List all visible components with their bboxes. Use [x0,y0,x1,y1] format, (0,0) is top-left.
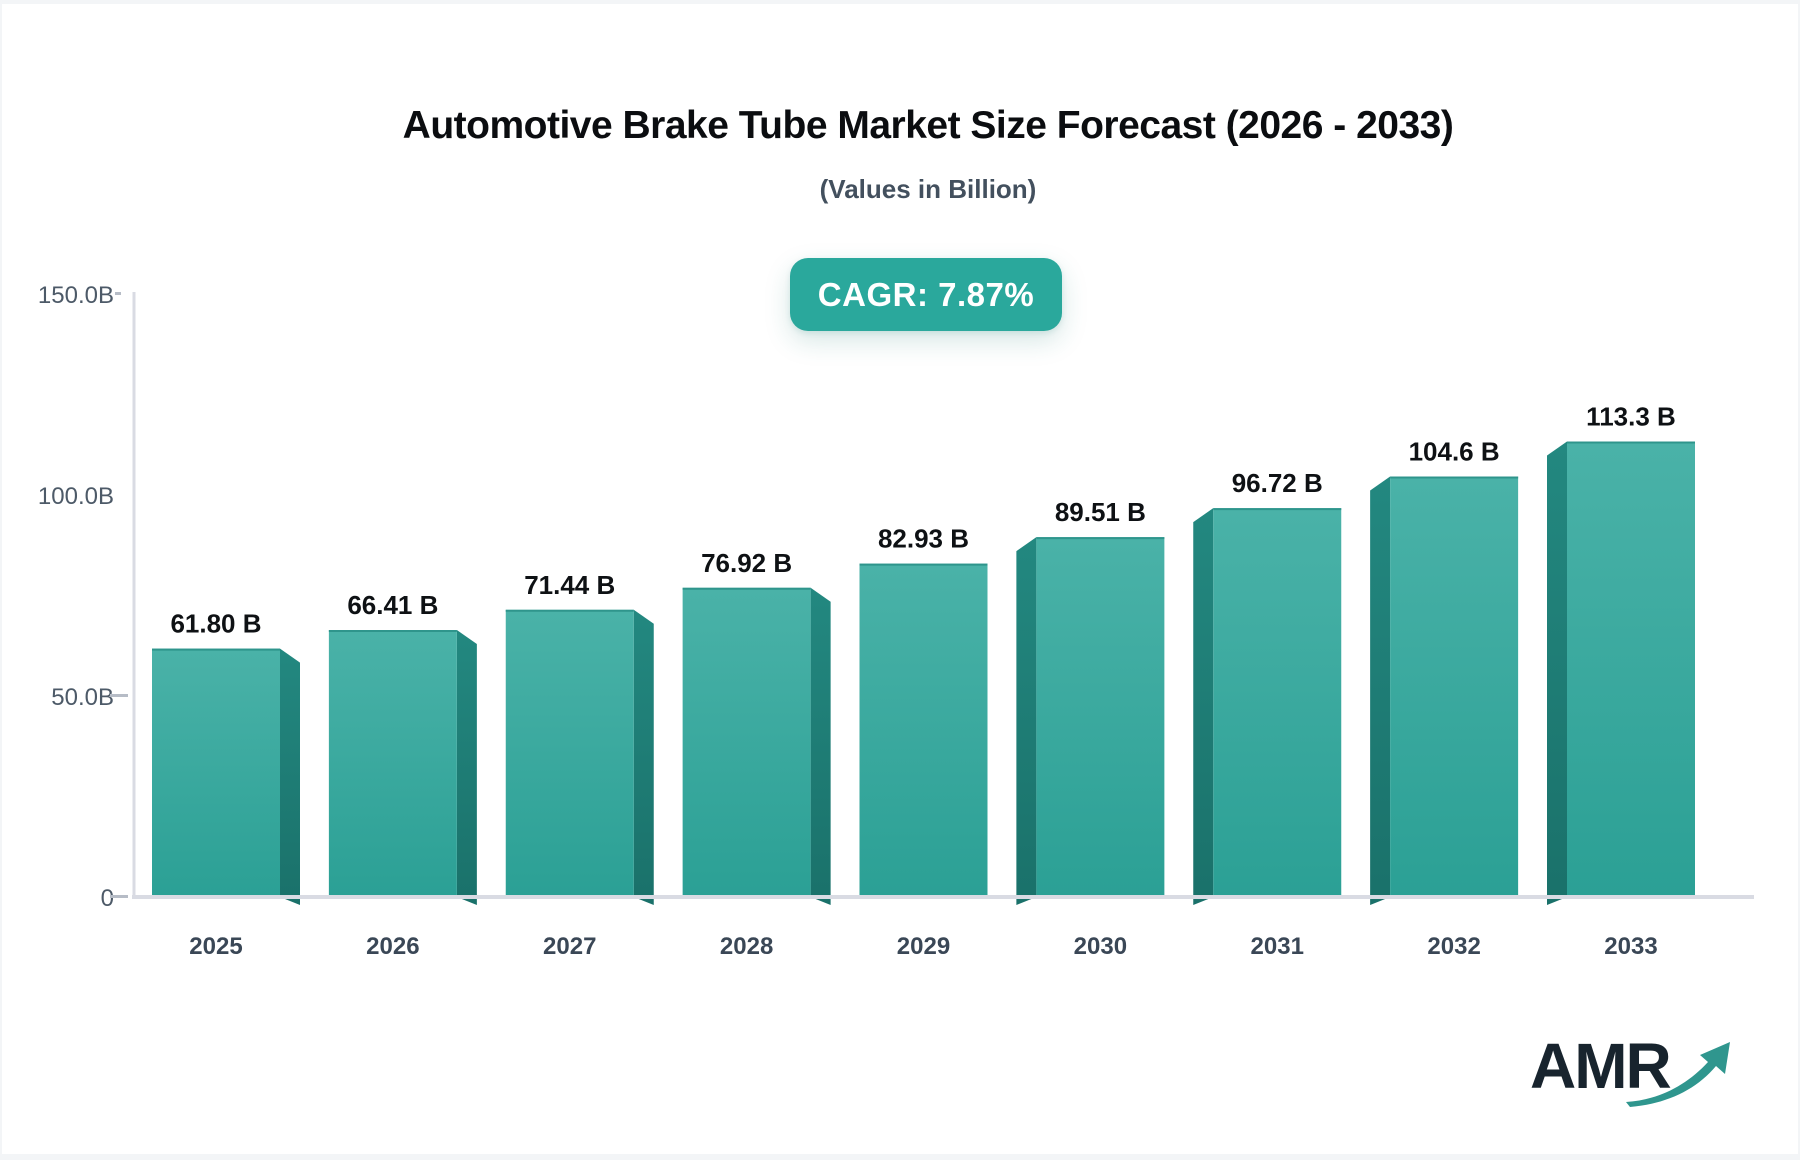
x-axis-label-2029: 2029 [897,933,950,960]
bar-front-face [1567,441,1695,897]
bar-2030[interactable]: 89.51 B [1016,497,1165,905]
x-axis-label-2032: 2032 [1427,933,1480,960]
bar-front-face [1213,508,1342,897]
bar-side-face [1547,441,1567,905]
x-axis-label-2033: 2033 [1604,933,1657,960]
chart-subtitle: (Values in Billion) [819,174,1037,204]
bar-2029[interactable]: 82.93 B [859,524,988,897]
bar-front-face [1390,476,1519,897]
x-axis-label-2027: 2027 [543,933,596,960]
bar-value-label: 61.80 B [170,609,261,639]
y-axis-tick-mark [110,895,128,898]
bar-2026[interactable]: 66.41 B [328,590,477,905]
bar-front-face [859,563,988,897]
bar-2028[interactable]: 76.92 B [682,548,831,905]
y-axis-tick-label: 0 [101,885,114,912]
chart-title: Automotive Brake Tube Market Size Foreca… [402,104,1454,147]
bar-front-face [152,648,280,897]
bar-2031[interactable]: 96.72 B [1193,468,1342,905]
market-forecast-bar-chart: 61.80 B 2025 66.41 B 2026 71.44 B 2027 76.92 B… [38,282,1754,960]
x-axis-label-2025: 2025 [189,933,242,960]
x-axis-label-2030: 2030 [1074,933,1127,960]
bar-side-face [810,587,831,905]
y-axis-tick-label: 150.0B [38,282,114,309]
y-axis-tick-mark [110,694,128,697]
y-axis-tick-mark [115,292,121,295]
bar-side-face [1016,537,1037,905]
bar-front-face [1036,537,1165,897]
cagr-badge-label: CAGR: 7.87% [817,275,1035,313]
amr-logo-text: AMR [1530,1030,1672,1102]
bar-side-face [456,630,477,905]
bar-value-label: 82.93 B [878,524,969,554]
bar-value-label: 89.51 B [1055,497,1146,527]
bar-side-face [1370,476,1391,905]
bar-2033[interactable]: 113.3 B [1547,402,1695,905]
y-axis-tick-label: 50.0B [51,684,114,711]
bar-value-label: 66.41 B [347,590,438,620]
bar-side-face [280,648,300,905]
x-axis-label-2031: 2031 [1251,933,1304,960]
bar-value-label: 76.92 B [701,548,792,578]
x-axis-label-2026: 2026 [366,933,419,960]
bar-value-label: 104.6 B [1409,437,1500,467]
bar-front-face [328,630,457,897]
x-axis-label-2028: 2028 [720,933,773,960]
bar-value-label: 113.3 B [1586,402,1676,432]
bar-side-face [1193,508,1214,905]
bar-front-face [682,587,811,897]
amr-logo: AMR [1530,1034,1780,1120]
bar-side-face [633,609,654,905]
y-axis-tick-label: 100.0B [38,483,114,510]
bar-front-face [505,609,634,897]
bar-2032[interactable]: 104.6 B [1370,437,1519,905]
bar-value-label: 71.44 B [524,570,615,600]
chart-canvas: Automotive Brake Tube Market Size Foreca… [2,4,1798,1154]
amr-logo-growth-arrow-icon [1626,1042,1730,1107]
bar-2027[interactable]: 71.44 B [505,570,654,905]
bar-value-label: 96.72 B [1232,468,1323,498]
bar-2025[interactable]: 61.80 B [152,609,300,905]
cagr-badge: CAGR: 7.87% [790,258,1062,331]
